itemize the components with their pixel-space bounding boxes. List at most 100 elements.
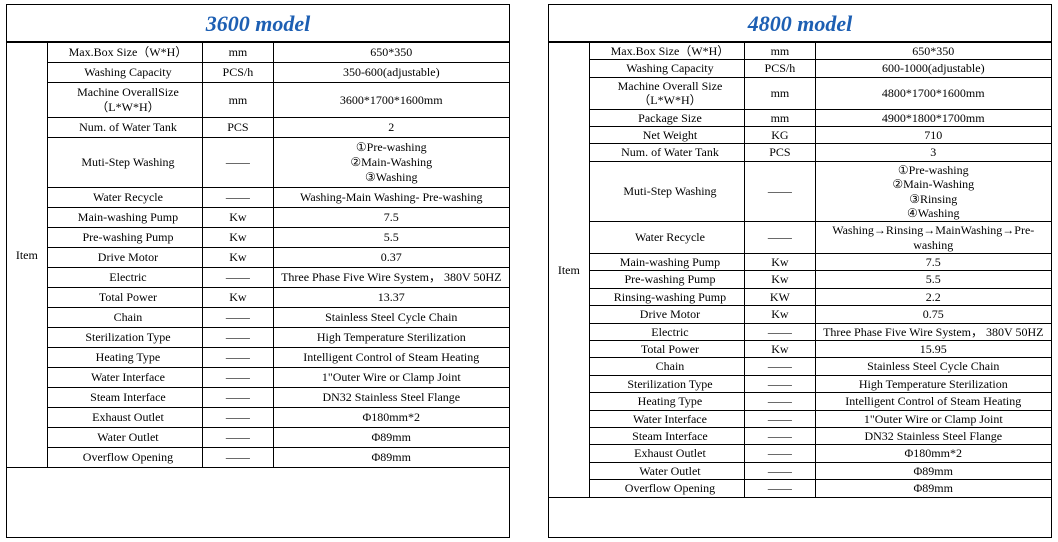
param-name: Steam Interface (47, 388, 203, 408)
param-name: Muti-Step Washing (589, 161, 745, 222)
param-name: Water Recycle (47, 188, 203, 208)
table-row: Main-washing PumpKw7.5 (549, 254, 1051, 271)
param-value: High Temperature Sterilization (815, 375, 1051, 392)
table-row: Water Recycle——Washing→Rinsing→MainWashi… (549, 222, 1051, 254)
param-unit: mm (745, 43, 815, 60)
param-value: 3600*1700*1600mm (273, 83, 509, 118)
param-unit: —— (203, 308, 273, 328)
table-row: Package Sizemm4900*1800*1700mm (549, 109, 1051, 126)
spec-table-3600: ItemMax.Box Size（W*H）mm650*350Washing Ca… (7, 42, 509, 468)
param-value: Φ180mm*2 (273, 408, 509, 428)
table-row: Exhaust Outlet——Φ180mm*2 (7, 408, 509, 428)
param-unit: —— (203, 268, 273, 288)
table-row: Machine Overall Size （L*W*H）mm4800*1700*… (549, 77, 1051, 109)
param-name: Exhaust Outlet (47, 408, 203, 428)
param-name: Overflow Opening (47, 448, 203, 468)
table-row: Pre-washing PumpKw5.5 (549, 271, 1051, 288)
param-name: Electric (589, 323, 745, 340)
param-value: 600-1000(adjustable) (815, 60, 1051, 77)
table-row: ItemMax.Box Size（W*H）mm650*350 (549, 43, 1051, 60)
param-unit: —— (203, 408, 273, 428)
param-value: Three Phase Five Wire System， 380V 50HZ (815, 323, 1051, 340)
param-unit: mm (203, 43, 273, 63)
table-row: Sterilization Type——High Temperature Ste… (7, 328, 509, 348)
param-name: Machine Overall Size （L*W*H） (589, 77, 745, 109)
param-value: 710 (815, 126, 1051, 143)
model-4800-panel: 4800 model ItemMax.Box Size（W*H）mm650*35… (548, 4, 1052, 538)
param-unit: Kw (745, 306, 815, 323)
table-row: Sterilization Type——High Temperature Ste… (549, 375, 1051, 392)
param-value: 1"Outer Wire or Clamp Joint (273, 368, 509, 388)
param-name: Water Recycle (589, 222, 745, 254)
table-row: Water Outlet——Φ89mm (7, 428, 509, 448)
param-value: 3 (815, 144, 1051, 161)
param-name: Pre-washing Pump (47, 228, 203, 248)
param-name: Heating Type (47, 348, 203, 368)
table-row: Washing CapacityPCS/h600-1000(adjustable… (549, 60, 1051, 77)
table-row: Overflow Opening——Φ89mm (7, 448, 509, 468)
param-unit: Kw (203, 208, 273, 228)
param-value: Φ89mm (273, 428, 509, 448)
param-name: Main-washing Pump (47, 208, 203, 228)
param-name: Rinsing-washing Pump (589, 288, 745, 305)
table-row: ItemMax.Box Size（W*H）mm650*350 (7, 43, 509, 63)
param-value: Φ180mm*2 (815, 445, 1051, 462)
param-value: 350-600(adjustable) (273, 63, 509, 83)
param-value: 5.5 (815, 271, 1051, 288)
row-group-label: Item (549, 43, 589, 498)
param-unit: Kw (203, 228, 273, 248)
table-row: Chain——Stainless Steel Cycle Chain (7, 308, 509, 328)
param-name: Muti-Step Washing (47, 138, 203, 188)
param-value: 0.37 (273, 248, 509, 268)
param-value: 2.2 (815, 288, 1051, 305)
param-unit: —— (745, 375, 815, 392)
param-unit: —— (745, 427, 815, 444)
param-unit: —— (745, 480, 815, 497)
param-unit: —— (203, 188, 273, 208)
param-value: DN32 Stainless Steel Flange (273, 388, 509, 408)
table-row: Total PowerKw15.95 (549, 341, 1051, 358)
param-unit: —— (203, 388, 273, 408)
param-unit: PCS (203, 118, 273, 138)
param-value: 4800*1700*1600mm (815, 77, 1051, 109)
param-value: 4900*1800*1700mm (815, 109, 1051, 126)
param-value: Three Phase Five Wire System， 380V 50HZ (273, 268, 509, 288)
param-value: Intelligent Control of Steam Heating (815, 393, 1051, 410)
param-unit: KG (745, 126, 815, 143)
param-unit: Kw (745, 341, 815, 358)
table-row: Rinsing-washing PumpKW2.2 (549, 288, 1051, 305)
table-row: Heating Type——Intelligent Control of Ste… (7, 348, 509, 368)
param-unit: PCS/h (745, 60, 815, 77)
param-name: Washing Capacity (47, 63, 203, 83)
table-row: Exhaust Outlet——Φ180mm*2 (549, 445, 1051, 462)
param-unit: PCS (745, 144, 815, 161)
table-row: Pre-washing PumpKw5.5 (7, 228, 509, 248)
param-unit: Kw (203, 288, 273, 308)
param-unit: —— (203, 428, 273, 448)
spec-table-4800: ItemMax.Box Size（W*H）mm650*350Washing Ca… (549, 42, 1051, 498)
param-unit: —— (203, 368, 273, 388)
param-name: Main-washing Pump (589, 254, 745, 271)
param-unit: —— (745, 410, 815, 427)
param-name: Chain (589, 358, 745, 375)
param-unit: Kw (745, 254, 815, 271)
param-value: 2 (273, 118, 509, 138)
param-name: Total Power (47, 288, 203, 308)
param-unit: —— (745, 222, 815, 254)
param-unit: Kw (203, 248, 273, 268)
table-row: Electric——Three Phase Five Wire System， … (7, 268, 509, 288)
param-name: Drive Motor (589, 306, 745, 323)
table-row: Total PowerKw13.37 (7, 288, 509, 308)
param-name: Net Weight (589, 126, 745, 143)
param-name: Machine OverallSize （L*W*H） (47, 83, 203, 118)
param-name: Water Interface (589, 410, 745, 427)
param-value: 0.75 (815, 306, 1051, 323)
param-unit: PCS/h (203, 63, 273, 83)
table-row: Overflow Opening——Φ89mm (549, 480, 1051, 497)
param-name: Chain (47, 308, 203, 328)
table-row: Washing CapacityPCS/h350-600(adjustable) (7, 63, 509, 83)
param-name: Steam Interface (589, 427, 745, 444)
param-name: Sterilization Type (589, 375, 745, 392)
param-name: Water Outlet (47, 428, 203, 448)
param-value: Intelligent Control of Steam Heating (273, 348, 509, 368)
